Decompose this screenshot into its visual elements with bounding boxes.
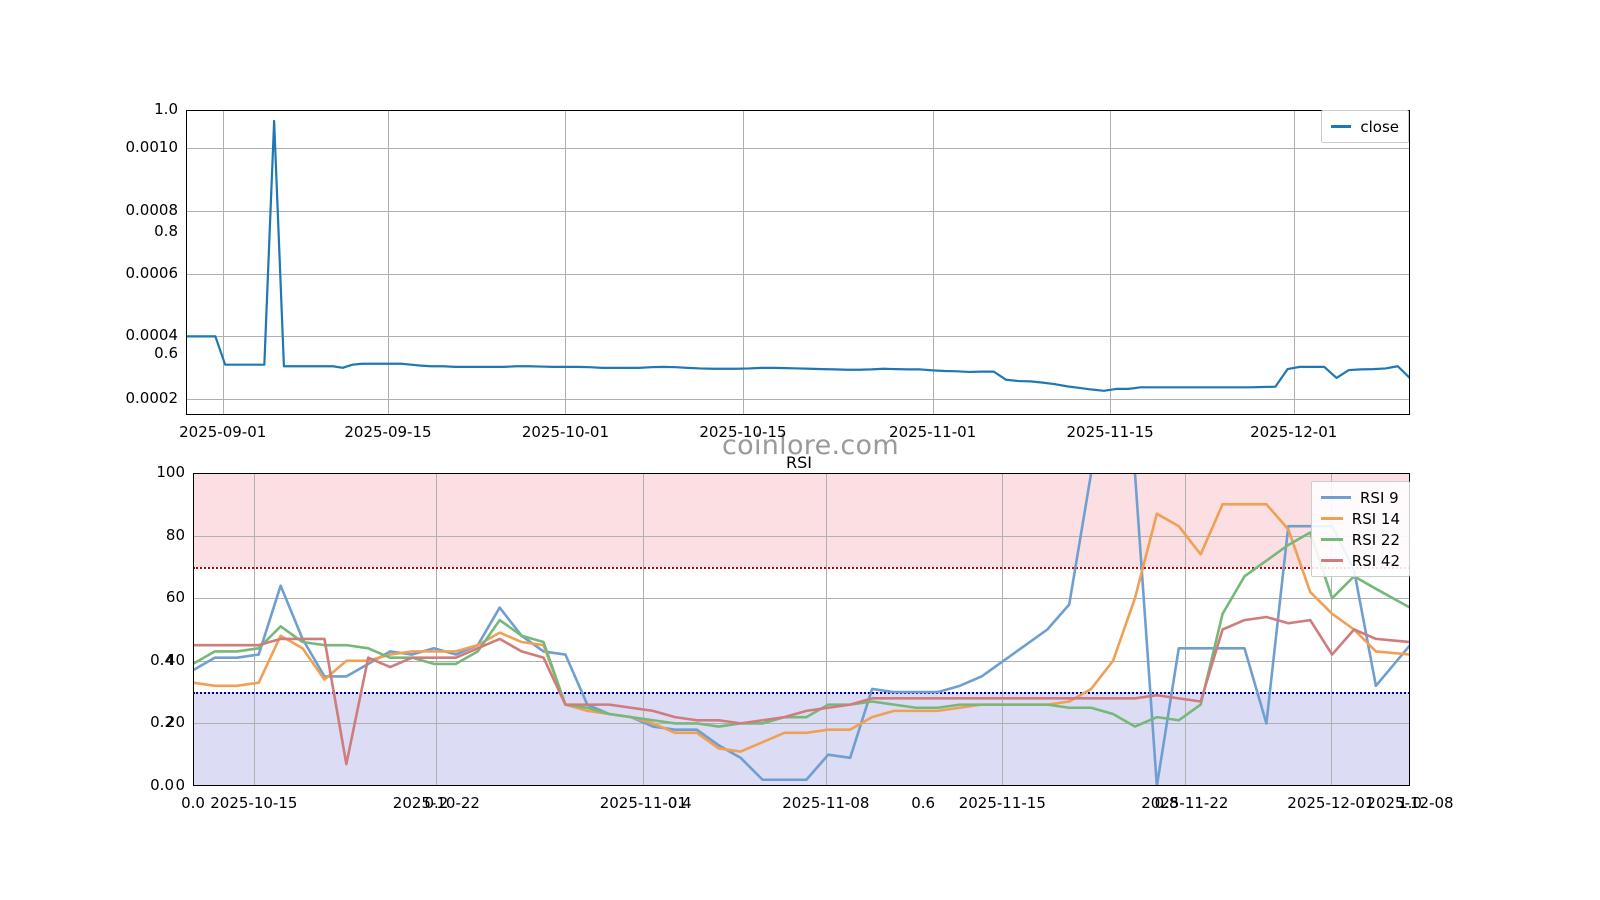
price-xtick-6: 2025-12-01 bbox=[1250, 423, 1338, 441]
price-legend[interactable]: close bbox=[1321, 110, 1409, 143]
gridline bbox=[1330, 473, 1332, 786]
legend-label: RSI 14 bbox=[1351, 509, 1400, 528]
series-line bbox=[193, 531, 1410, 728]
price-ytick-secondary-2: 1.0 bbox=[154, 100, 178, 118]
gridline bbox=[1110, 110, 1112, 415]
price-ytick-secondary-1: 0.8 bbox=[154, 222, 178, 240]
rsi-panel-title: RSI bbox=[786, 453, 812, 472]
rsi-ytick-secondary-2: 0.4 bbox=[150, 650, 174, 669]
series-canvas bbox=[193, 473, 1410, 786]
rsi-xtick-0: 2025-10-15 bbox=[210, 794, 298, 812]
legend-label: RSI 9 bbox=[1360, 488, 1399, 507]
price-ytick-3: 0.0008 bbox=[125, 200, 179, 219]
price-ytick-4: 0.0010 bbox=[125, 137, 179, 156]
series-line bbox=[186, 119, 1410, 392]
price-xtick-1: 2025-09-15 bbox=[344, 423, 432, 441]
series-line bbox=[193, 502, 1410, 753]
rsi-xtick-6: 2025-12-01 bbox=[1287, 794, 1375, 812]
watermark: coinlore.com bbox=[722, 430, 899, 461]
price-plot-area bbox=[186, 110, 1410, 415]
rsi-xtick-secondary-4: 0.8 bbox=[1154, 794, 1179, 812]
rsi-ytick-2: 40 bbox=[165, 650, 185, 669]
gridline bbox=[193, 598, 1410, 600]
legend-label: RSI 22 bbox=[1351, 530, 1400, 549]
gridline bbox=[193, 660, 1410, 662]
legend-line-icon bbox=[1321, 538, 1343, 541]
price-xtick-4: 2025-11-01 bbox=[889, 423, 977, 441]
gridline bbox=[825, 473, 827, 786]
legend-item[interactable]: close bbox=[1331, 116, 1399, 137]
rsi-xtick-3: 2025-11-08 bbox=[782, 794, 870, 812]
rsi-ytick-3: 60 bbox=[165, 588, 185, 607]
legend-item[interactable]: RSI 42 bbox=[1321, 550, 1400, 571]
legend-label: RSI 42 bbox=[1351, 551, 1400, 570]
price-ytick-2: 0.0006 bbox=[125, 263, 179, 282]
overbought-zone bbox=[193, 473, 1410, 567]
rsi-xtick-1: 2025-10-22 bbox=[392, 794, 480, 812]
price-xtick-2: 2025-10-01 bbox=[521, 423, 610, 441]
price-ytick-0: 0.0002 bbox=[125, 389, 179, 408]
legend-line-icon bbox=[1331, 125, 1352, 128]
gridline bbox=[932, 110, 934, 415]
legend-label: close bbox=[1360, 117, 1399, 136]
rsi-xtick-secondary-2: 0.4 bbox=[667, 794, 692, 812]
rsi-xtick-secondary-1: 0.2 bbox=[424, 794, 449, 812]
rsi-ytick-secondary-1: 0.2 bbox=[150, 713, 174, 732]
rsi-xtick-7: 2025-12-08 bbox=[1366, 794, 1454, 812]
gridline bbox=[565, 110, 567, 415]
legend-line-icon bbox=[1321, 559, 1343, 562]
legend-line-icon bbox=[1321, 517, 1343, 520]
rsi-xtick-secondary-5: 1.0 bbox=[1398, 794, 1422, 812]
gridline bbox=[186, 210, 1410, 212]
gridline bbox=[742, 110, 744, 415]
gridline bbox=[186, 147, 1410, 149]
legend-item[interactable]: RSI 9 bbox=[1321, 487, 1400, 508]
gridline bbox=[253, 473, 255, 786]
gridline bbox=[193, 535, 1410, 537]
gridline bbox=[186, 336, 1410, 338]
rsi-xtick-4: 2025-11-15 bbox=[958, 794, 1046, 812]
gridline bbox=[436, 473, 438, 786]
rsi-xtick-secondary-3: 0.6 bbox=[911, 794, 936, 812]
rsi-chart-panel bbox=[193, 473, 1410, 786]
gridline bbox=[1002, 473, 1004, 786]
rsi-ytick-4: 80 bbox=[165, 525, 185, 544]
legend-item[interactable]: RSI 22 bbox=[1321, 529, 1400, 550]
rsi-plot-area bbox=[193, 473, 1410, 786]
gridline bbox=[387, 110, 389, 415]
gridline bbox=[193, 723, 1410, 725]
price-chart-panel bbox=[186, 110, 1410, 415]
price-xtick-0: 2025-09-01 bbox=[179, 423, 267, 441]
gridline bbox=[1293, 110, 1295, 415]
legend-item[interactable]: RSI 14 bbox=[1321, 508, 1400, 529]
rsi-legend[interactable]: RSI 9 RSI 14 RSI 22 RSI 42 bbox=[1311, 481, 1410, 577]
rsi-xtick-5: 2025-11-22 bbox=[1141, 794, 1229, 812]
gridline bbox=[222, 110, 224, 415]
overbought-threshold-line bbox=[193, 566, 1410, 569]
price-xtick-5: 2025-11-15 bbox=[1066, 423, 1154, 441]
price-ytick-1: 0.0004 bbox=[125, 326, 179, 345]
price-ytick-secondary-0: 0.6 bbox=[154, 344, 178, 362]
rsi-xtick-secondary-0: 0.0 bbox=[181, 794, 205, 812]
gridline bbox=[186, 399, 1410, 401]
rsi-ytick-0: 0 bbox=[175, 776, 185, 794]
legend-line-icon bbox=[1321, 496, 1351, 499]
rsi-ytick-5: 100 bbox=[156, 463, 185, 481]
rsi-xtick-2: 2025-11-01 bbox=[599, 794, 687, 812]
gridline bbox=[643, 473, 645, 786]
oversold-zone bbox=[193, 692, 1410, 786]
rsi-ytick-secondary-0: 0.0 bbox=[150, 776, 174, 794]
rsi-ytick-1: 20 bbox=[165, 713, 185, 732]
price-xtick-3: 2025-10-15 bbox=[699, 423, 787, 441]
gridline bbox=[186, 273, 1410, 275]
series-line bbox=[193, 473, 1410, 786]
series-line bbox=[193, 615, 1410, 766]
oversold-threshold-line bbox=[193, 692, 1410, 695]
series-canvas bbox=[186, 119, 1410, 392]
gridline bbox=[1184, 473, 1186, 786]
